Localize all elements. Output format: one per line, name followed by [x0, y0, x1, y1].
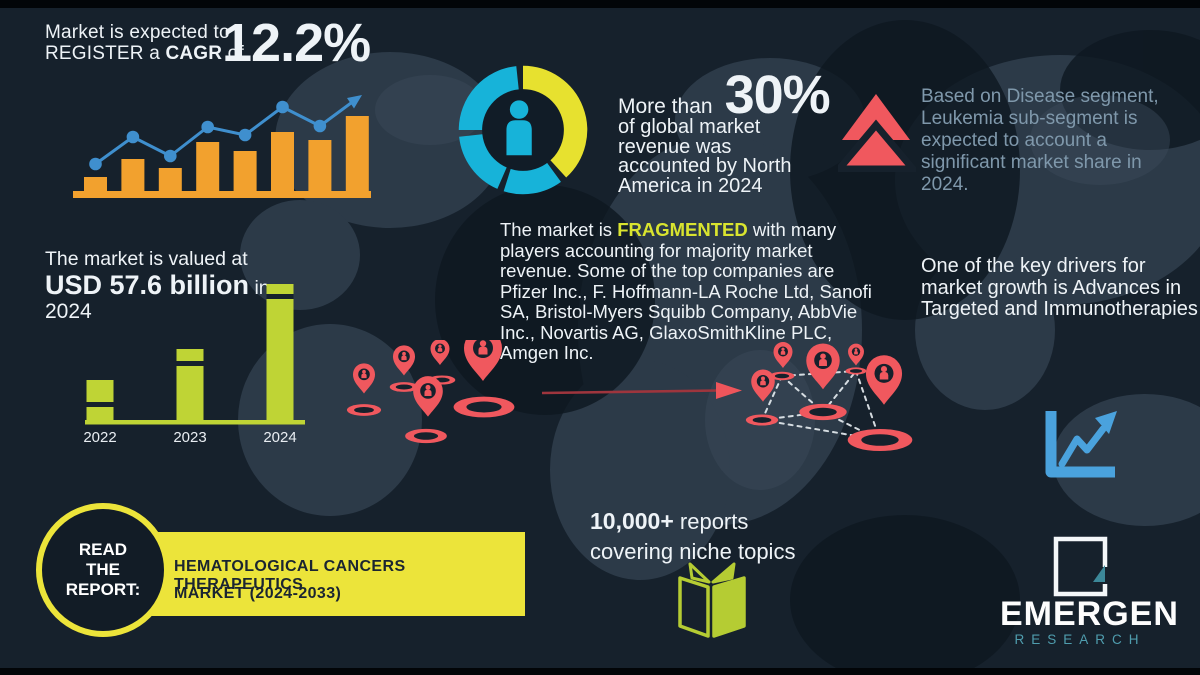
cagr-headline-line2: REGISTER a CAGR of [45, 43, 244, 64]
read-report-word3: REPORT: [65, 580, 141, 599]
report-title-line1: HEMATOLOGICAL CANCERS THERAPEUTICS [174, 558, 406, 593]
logo-primary-text: EMERGEN [1000, 595, 1179, 633]
read-report-button[interactable]: READ THE REPORT: [36, 503, 170, 637]
north-america-stat-row: More than 30% [618, 64, 831, 126]
na-line: revenue was [618, 135, 732, 158]
leukemia-line: expected to account a [921, 130, 1107, 151]
fragmentation-arrow [541, 382, 742, 399]
leukemia-line: Leukemia sub-segment is [921, 108, 1138, 129]
reports-count-suffix: reports [673, 509, 749, 534]
svg-text:2023: 2023 [173, 429, 206, 446]
read-report-word2: THE [86, 560, 120, 579]
reports-count-line2: covering niche topics [590, 539, 796, 564]
fragmented-post: with many players accounting for majorit… [500, 219, 872, 363]
double-up-arrow-icon [838, 94, 916, 172]
cagr-headline-post: of [222, 43, 244, 64]
leukemia-line: significant market share in [921, 152, 1142, 173]
driver-line: Targeted and Immunotherapies [921, 298, 1198, 320]
map-pin-icon [413, 376, 443, 417]
donut-segments [458, 65, 588, 195]
driver-line: market growth is Advances in [921, 276, 1182, 299]
driver-line: One of the key drivers for [921, 255, 1146, 277]
map-pin-icon [865, 355, 903, 405]
growth-chart-icon [1045, 411, 1117, 478]
more-than-label: More than [618, 95, 713, 118]
north-america-text: of global market revenue was accounted b… [618, 116, 792, 197]
market-value-line1: The market is valued at [45, 248, 248, 270]
pin-cluster-right [745, 342, 913, 452]
fragmented-pre: The market is [500, 219, 618, 240]
market-value-year: 2024 [45, 300, 92, 323]
svg-text:2024: 2024 [263, 429, 296, 446]
person-icon [482, 89, 564, 171]
na-line: accounted by North [618, 155, 792, 177]
reports-count-value: 10,000+ [590, 508, 674, 534]
key-driver-text: One of the key drivers for market growth… [921, 255, 1198, 321]
north-america-share-donut [458, 65, 588, 195]
pin-cluster-left [346, 340, 515, 444]
market-value-line2: USD 57.6 billion in [45, 270, 270, 301]
map-pin-icon [430, 340, 450, 365]
cagr-value: 12.2% [222, 13, 371, 73]
cagr-trend-bar-chart [73, 95, 371, 198]
read-report-word1: READ [78, 540, 128, 559]
na-line: America in 2024 [618, 174, 763, 197]
leukemia-line: Based on Disease segment, [921, 86, 1159, 107]
cagr-headline-pre: REGISTER a [45, 43, 166, 64]
map-pin-icon [848, 343, 864, 366]
leukemia-line: 2024. [921, 174, 969, 195]
emergen-logo[interactable]: EMERGEN RESEARCH [1000, 535, 1179, 655]
market-value-suffix: in [249, 277, 270, 299]
top-border-strip [0, 0, 1200, 8]
map-pin-icon [773, 342, 793, 368]
reports-count-text: 10,000+ reports covering niche topics [590, 506, 795, 567]
map-pin-icon [392, 345, 416, 376]
open-book-icon [678, 562, 746, 638]
cagr-headline-line1: Market is expected to [45, 22, 230, 43]
emergen-logo-mark [1053, 536, 1109, 597]
fragmented-highlight: FRAGMENTED [617, 219, 748, 240]
map-pin-icon [751, 369, 775, 402]
report-title-banner[interactable]: HEMATOLOGICAL CANCERS THERAPEUTICS MARKE… [140, 532, 525, 616]
fragmented-text: The market is FRAGMENTED with many playe… [500, 219, 878, 364]
market-players-map-pins [346, 340, 913, 452]
na-line: of global market [618, 116, 761, 138]
report-title-line2: MARKET (2024-2033) [174, 585, 342, 602]
map-pin-icon [806, 343, 840, 390]
market-value-bar-chart: 2022 2023 2024 [83, 284, 305, 446]
map-pin-icon [352, 363, 376, 394]
market-value-amount: USD 57.6 billion [45, 270, 250, 300]
na-share-value: 30% [724, 65, 831, 125]
svg-text:2022: 2022 [83, 429, 116, 446]
map-pin-icon [464, 340, 502, 381]
bottom-border-strip [0, 668, 1200, 675]
cagr-acronym: CAGR [165, 43, 223, 64]
leukemia-text: Based on Disease segment, Leukemia sub-s… [921, 86, 1159, 196]
logo-secondary-text: RESEARCH [1014, 632, 1146, 647]
